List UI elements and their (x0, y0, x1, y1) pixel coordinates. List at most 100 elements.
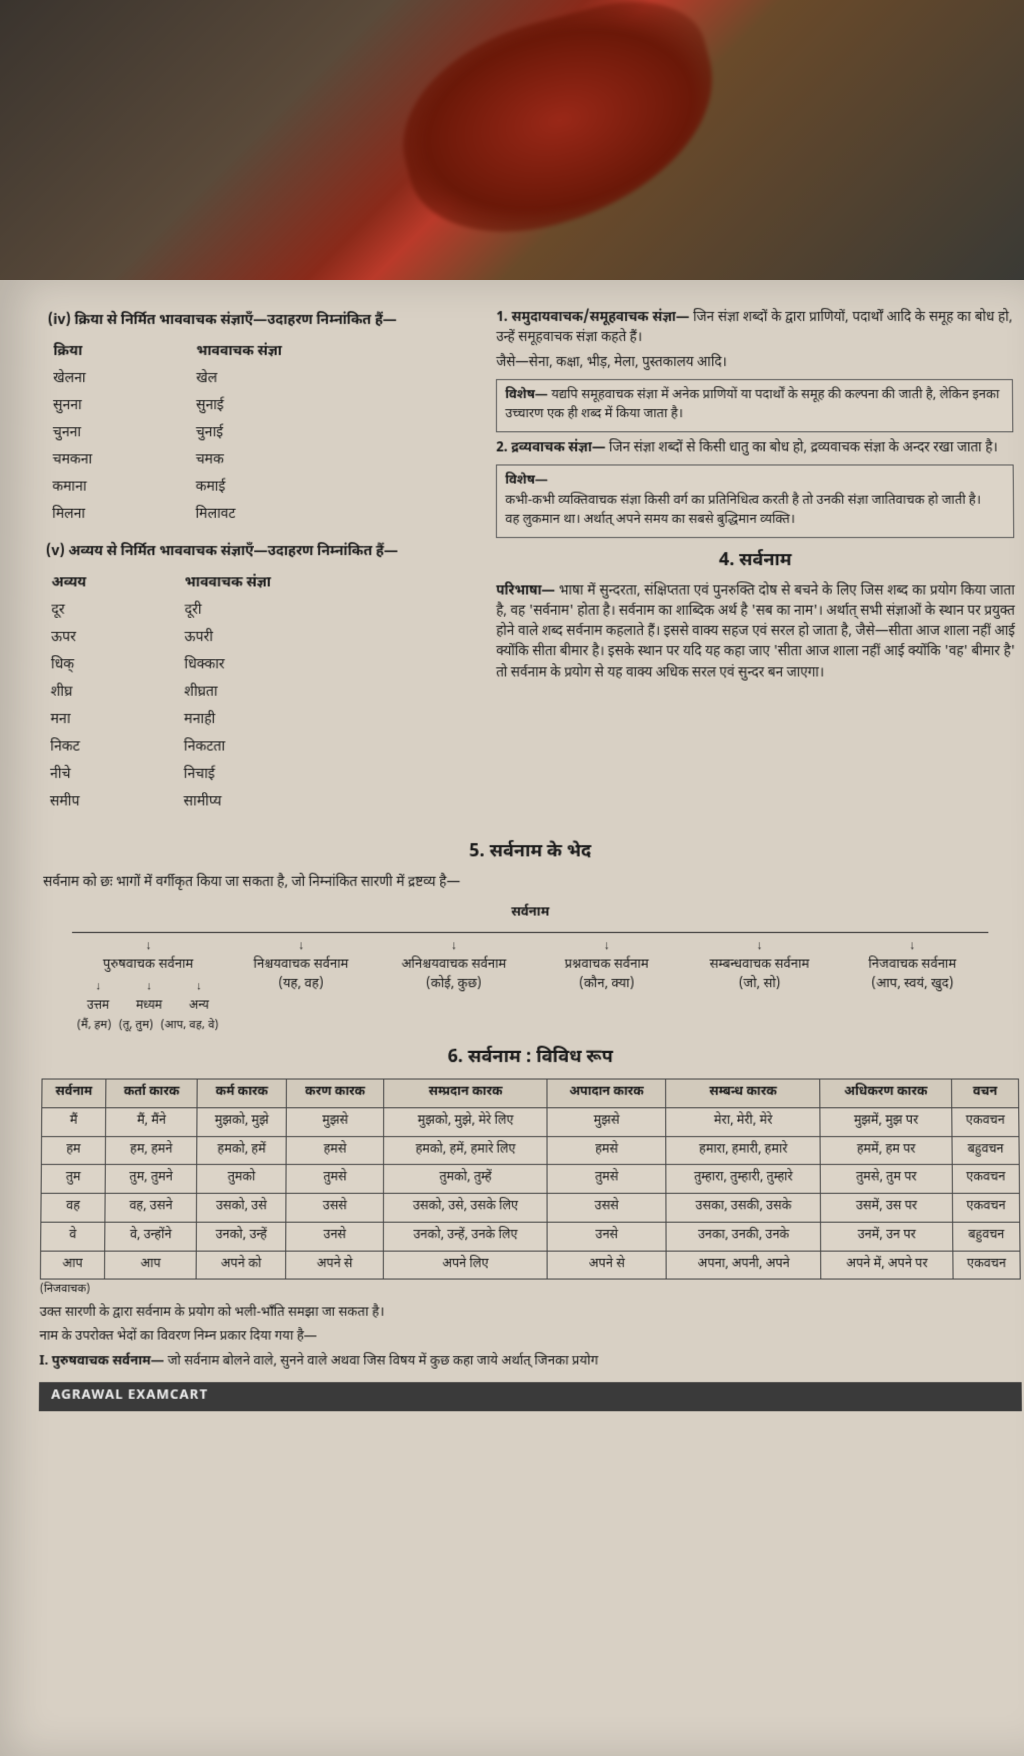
cell: तुमको, तुम्हें (384, 1165, 547, 1194)
cell: हम (41, 1136, 105, 1165)
col-header: सर्वनाम (42, 1079, 106, 1108)
cell: उसको, उसे, उसके लिए (384, 1193, 547, 1222)
col-header: करण कारक (286, 1079, 384, 1108)
trail3-head: I. पुरुषवाचक सर्वनाम— (39, 1353, 164, 1371)
tree-node: सम्बन्धवाचक सर्वनाम (जो, सो) (683, 937, 836, 1035)
node-label: पुरुषवाचक सर्वनाम (103, 956, 193, 973)
note-box-1: विशेष— यद्यपि समूहवाचक संज्ञा में अनेक प… (496, 379, 1013, 432)
cell: आप (40, 1251, 104, 1280)
node-eg: (जो, सो) (685, 975, 834, 995)
cell: एकवचन (952, 1165, 1019, 1194)
cell: बहुवचन (952, 1136, 1019, 1165)
col-header: भाववाचक संज्ञा (181, 570, 470, 595)
trailing-text-3: I. पुरुषवाचक सर्वनाम— जो सर्वनाम बोलने व… (39, 1352, 1021, 1372)
cell: हमसे (286, 1136, 384, 1165)
tree-root: सर्वनाम (72, 904, 988, 924)
publisher-footer: AGRAWAL EXAMCART (39, 1382, 1022, 1411)
cell: उसका, उसकी, उसके (666, 1193, 820, 1222)
node-label: सम्बन्धवाचक सर्वनाम (710, 956, 810, 973)
cell: अपने लिए (384, 1251, 548, 1280)
cell: वह, उसने (105, 1193, 197, 1222)
cell: अपने से (547, 1251, 666, 1280)
cell: निकटता (180, 734, 470, 759)
cell: आप (105, 1251, 197, 1280)
cell: निकट (46, 734, 178, 759)
col-header: अपादान कारक (547, 1079, 666, 1108)
node-eg: (यह, वह) (226, 975, 375, 995)
cell: मिलावट (191, 502, 470, 527)
cell: धिक् (47, 652, 179, 677)
section-5-heading: 5. सर्वनाम के भेद (43, 839, 1017, 867)
cell: उनसे (286, 1222, 384, 1251)
box-example: वह लुकमान था। अर्थात् अपने समय का सबसे ब… (505, 511, 1005, 531)
cell: तुमसे (547, 1165, 666, 1194)
cell: उसको, उसे (197, 1193, 286, 1222)
cell: हमारा, हमारी, हमारे (666, 1136, 820, 1165)
node-eg: (कोई, कुछ) (379, 975, 528, 995)
cell: हमको, हमें, हमारे लिए (384, 1136, 547, 1165)
cell: मुझसे (547, 1108, 666, 1137)
tree-node: पुरुषवाचक सर्वनाम उत्तम मध्यम अन्य (मैं,… (71, 937, 225, 1035)
section-v-table: अव्ययभाववाचक संज्ञा दूरदूरी ऊपरऊपरी धिक्… (44, 568, 472, 816)
cell: सामीप्य (180, 789, 470, 814)
node-eg: (कौन, क्या) (532, 975, 681, 995)
cell: चमकना (48, 447, 189, 472)
tree-node: निश्चयवाचक सर्वनाम(यह, वह) (224, 937, 377, 1035)
cell: शीघ्र (47, 680, 179, 705)
section-iv-table: क्रियाभाववाचक संज्ञा खेलनाखेल सुननासुनाई… (46, 337, 472, 529)
node-eg: (आप, स्वयं, खुद) (838, 975, 987, 995)
sub-node: अन्य (189, 979, 209, 1014)
sarvanam-definition: परिभाषा— भाषा में सुन्दरता, संक्षिप्तता … (496, 581, 1015, 683)
cell: तुम्हारा, तुम्हारी, तुम्हारे (666, 1165, 820, 1194)
cell: बहुवचन (953, 1222, 1020, 1251)
trail3-body: जो सर्वनाम बोलने वाले, सुनने वाले अथवा ज… (167, 1353, 598, 1371)
section-6-heading: 6. सर्वनाम : विविध रूप (42, 1045, 1019, 1073)
col-header: अधिकरण कारक (820, 1079, 952, 1108)
node-label: निजवाचक सर्वनाम (868, 956, 956, 973)
sarvanam-heading: 4. सर्वनाम (496, 548, 1014, 575)
leaf: (तू, तुम) (119, 1017, 154, 1035)
cell: उनका, उनकी, उनके (666, 1222, 821, 1251)
section-v-heading: (v) अव्यय से निर्मित भाववाचक संज्ञाएँ—उद… (46, 541, 472, 562)
col-header: सम्प्रदान कारक (384, 1079, 547, 1108)
cell: समीप (46, 789, 178, 814)
sarvanam-tree: सर्वनाम पुरुषवाचक सर्वनाम उत्तम मध्यम अन… (71, 904, 989, 1035)
cell: एकवचन (952, 1108, 1019, 1137)
cell: मुझको, मुझे, मेरे लिए (384, 1108, 547, 1137)
cell: ऊपर (47, 625, 179, 650)
box-body: कभी-कभी व्यक्तिवाचक संज्ञा किसी वर्ग का … (505, 491, 1005, 511)
col-header: कर्ता कारक (106, 1079, 198, 1108)
item-2-body: जिन संज्ञा शब्दों से किसी धातु का बोध हो… (609, 439, 998, 457)
photo-background (0, 0, 1024, 280)
cell: अपना, अपनी, अपने (666, 1251, 821, 1280)
cell: उनको, उन्हें, उनके लिए (384, 1222, 547, 1251)
cell: दूरी (181, 598, 470, 623)
table-row: मैंमैं, मैंनेमुझको, मुझेमुझसेमुझको, मुझे… (42, 1108, 1019, 1137)
cell: शीघ्रता (180, 680, 470, 705)
textbook-page: (iv) क्रिया से निर्मित भाववाचक संज्ञाएँ—… (0, 280, 1024, 1756)
cell: मैं, मैंने (106, 1108, 198, 1137)
table-footnote: (निजवाचक) (40, 1282, 1021, 1299)
table-header-row: सर्वनाम कर्ता कारक कर्म कारक करण कारक सम… (42, 1079, 1019, 1108)
cell: कमाना (48, 475, 189, 500)
cell: वे (41, 1222, 105, 1251)
table-row: आपआपअपने कोअपने सेअपने लिएअपने सेअपना, अ… (40, 1251, 1020, 1280)
trailing-text-1: उक्त सारणी के द्वारा सर्वनाम के प्रयोग क… (40, 1303, 1022, 1323)
col-header: क्रिया (49, 339, 190, 364)
note-box-2: विशेष— कभी-कभी व्यक्तिवाचक संज्ञा किसी व… (496, 464, 1014, 537)
cell: एकवचन (953, 1251, 1020, 1280)
cell: ऊपरी (180, 625, 469, 650)
tree-node: निजवाचक सर्वनाम (आप, स्वयं, खुद) (836, 937, 990, 1035)
def-body: भाषा में सुन्दरता, संक्षिप्तता एवं पुनरु… (496, 582, 1015, 682)
cell: मना (46, 707, 178, 732)
cell: अपने से (286, 1251, 384, 1280)
cell: मुझमें, मुझ पर (820, 1108, 952, 1137)
cell: अपने को (196, 1251, 285, 1280)
leaf: (आप, वह, वे) (160, 1017, 218, 1035)
def-label: परिभाषा— (496, 582, 555, 600)
cell: हम, हमने (105, 1136, 197, 1165)
sub-node: मध्यम (136, 979, 162, 1014)
col-header: वचन (951, 1079, 1018, 1108)
item-1-head: 1. समुदायवाचक/समूहवाचक संज्ञा— (496, 309, 689, 327)
tree-node: अनिश्चयवाचक सर्वनाम(कोई, कुछ) (377, 937, 530, 1035)
